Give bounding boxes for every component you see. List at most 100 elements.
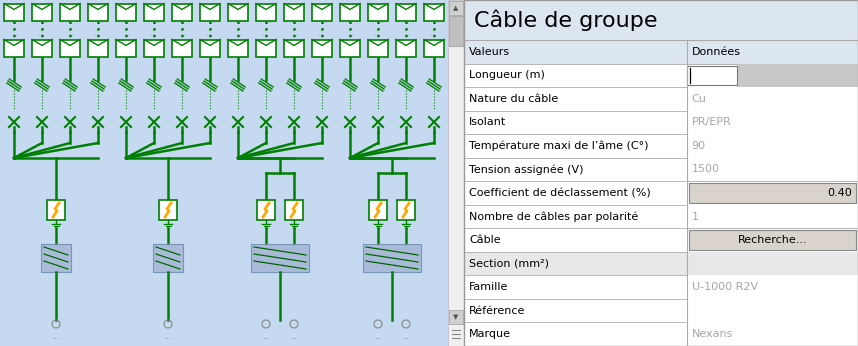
Bar (686, 299, 858, 322)
Bar (172, 3, 192, 20)
Bar (88, 3, 108, 20)
Bar (340, 3, 360, 20)
Bar (464, 111, 858, 134)
Bar (449, 310, 463, 324)
Bar (464, 40, 858, 64)
Text: Câble: Câble (469, 235, 500, 245)
Bar (689, 183, 856, 203)
Bar (449, 1, 463, 15)
Bar (368, 39, 388, 56)
Bar (144, 3, 164, 20)
Bar (686, 111, 858, 134)
Bar (464, 205, 858, 228)
Bar (363, 244, 421, 272)
Bar (257, 200, 275, 220)
Bar (159, 200, 177, 220)
Bar (448, 0, 464, 346)
Bar (60, 3, 80, 20)
Text: Température maxi de l’âme (C°): Température maxi de l’âme (C°) (469, 141, 649, 151)
Bar (686, 158, 858, 181)
Text: 1500: 1500 (692, 164, 720, 174)
Bar (396, 3, 416, 20)
Text: Marque: Marque (469, 329, 511, 339)
Text: Cu: Cu (692, 94, 706, 104)
Text: ▲: ▲ (453, 5, 459, 11)
Text: U-1000 R2V: U-1000 R2V (692, 282, 758, 292)
Bar (284, 3, 304, 20)
Bar (464, 87, 858, 111)
Bar (284, 39, 304, 56)
Bar (686, 252, 858, 275)
Text: Coefficient de déclassement (%): Coefficient de déclassement (%) (469, 188, 650, 198)
Text: ...: ... (375, 334, 381, 340)
Text: Section (mm²): Section (mm²) (469, 258, 549, 268)
Bar (424, 39, 444, 56)
Bar (41, 244, 71, 272)
Bar (4, 3, 24, 20)
Text: Nature du câble: Nature du câble (469, 94, 559, 104)
Bar (88, 39, 108, 56)
Text: Câble de groupe: Câble de groupe (474, 9, 657, 31)
Bar (228, 3, 248, 20)
Text: Valeurs: Valeurs (469, 47, 511, 57)
Text: ...: ... (165, 334, 172, 340)
Text: Données: Données (692, 47, 740, 57)
Text: Isolant: Isolant (469, 117, 506, 127)
Text: Recherche...: Recherche... (738, 235, 807, 245)
Text: 90: 90 (692, 141, 706, 151)
Bar (686, 65, 737, 85)
Bar (689, 230, 856, 250)
Bar (464, 0, 858, 346)
Bar (116, 39, 136, 56)
Bar (464, 64, 858, 87)
Bar (312, 3, 332, 20)
Bar (116, 3, 136, 20)
Bar (737, 64, 858, 87)
Bar (256, 39, 276, 56)
Bar (686, 134, 858, 158)
Bar (228, 39, 248, 56)
Bar (144, 39, 164, 56)
Bar (464, 299, 858, 322)
Text: ...: ... (263, 334, 269, 340)
Bar (464, 134, 858, 158)
Bar (464, 275, 858, 299)
Text: ...: ... (402, 334, 409, 340)
Text: Nexans: Nexans (692, 329, 733, 339)
Text: PR/EPR: PR/EPR (692, 117, 731, 127)
Bar (32, 39, 52, 56)
Bar (32, 3, 52, 20)
Bar (686, 87, 858, 111)
Bar (251, 244, 309, 272)
Bar (686, 275, 858, 299)
Text: 0.40: 0.40 (827, 188, 852, 198)
Bar (464, 0, 858, 346)
Bar (464, 228, 858, 252)
Bar (4, 39, 24, 56)
Text: Tension assignée (V): Tension assignée (V) (469, 164, 583, 175)
Bar (464, 322, 858, 346)
Bar (312, 39, 332, 56)
Text: Famille: Famille (469, 282, 509, 292)
Text: 1: 1 (692, 211, 698, 221)
Bar (464, 252, 858, 275)
Bar (153, 244, 183, 272)
Bar (340, 39, 360, 56)
Bar (396, 39, 416, 56)
Bar (686, 322, 858, 346)
Bar (369, 200, 387, 220)
Bar (686, 40, 858, 64)
Bar (256, 3, 276, 20)
Bar (285, 200, 303, 220)
Bar (686, 205, 858, 228)
Text: ...: ... (52, 334, 59, 340)
Bar (172, 39, 192, 56)
Text: Nombre de câbles par polarité: Nombre de câbles par polarité (469, 211, 638, 222)
Text: ▼: ▼ (453, 314, 459, 320)
Bar (424, 3, 444, 20)
Text: Référence: Référence (469, 306, 525, 316)
Bar (464, 158, 858, 181)
Text: ...: ... (291, 334, 298, 340)
Bar (200, 3, 220, 20)
Bar (464, 181, 858, 205)
